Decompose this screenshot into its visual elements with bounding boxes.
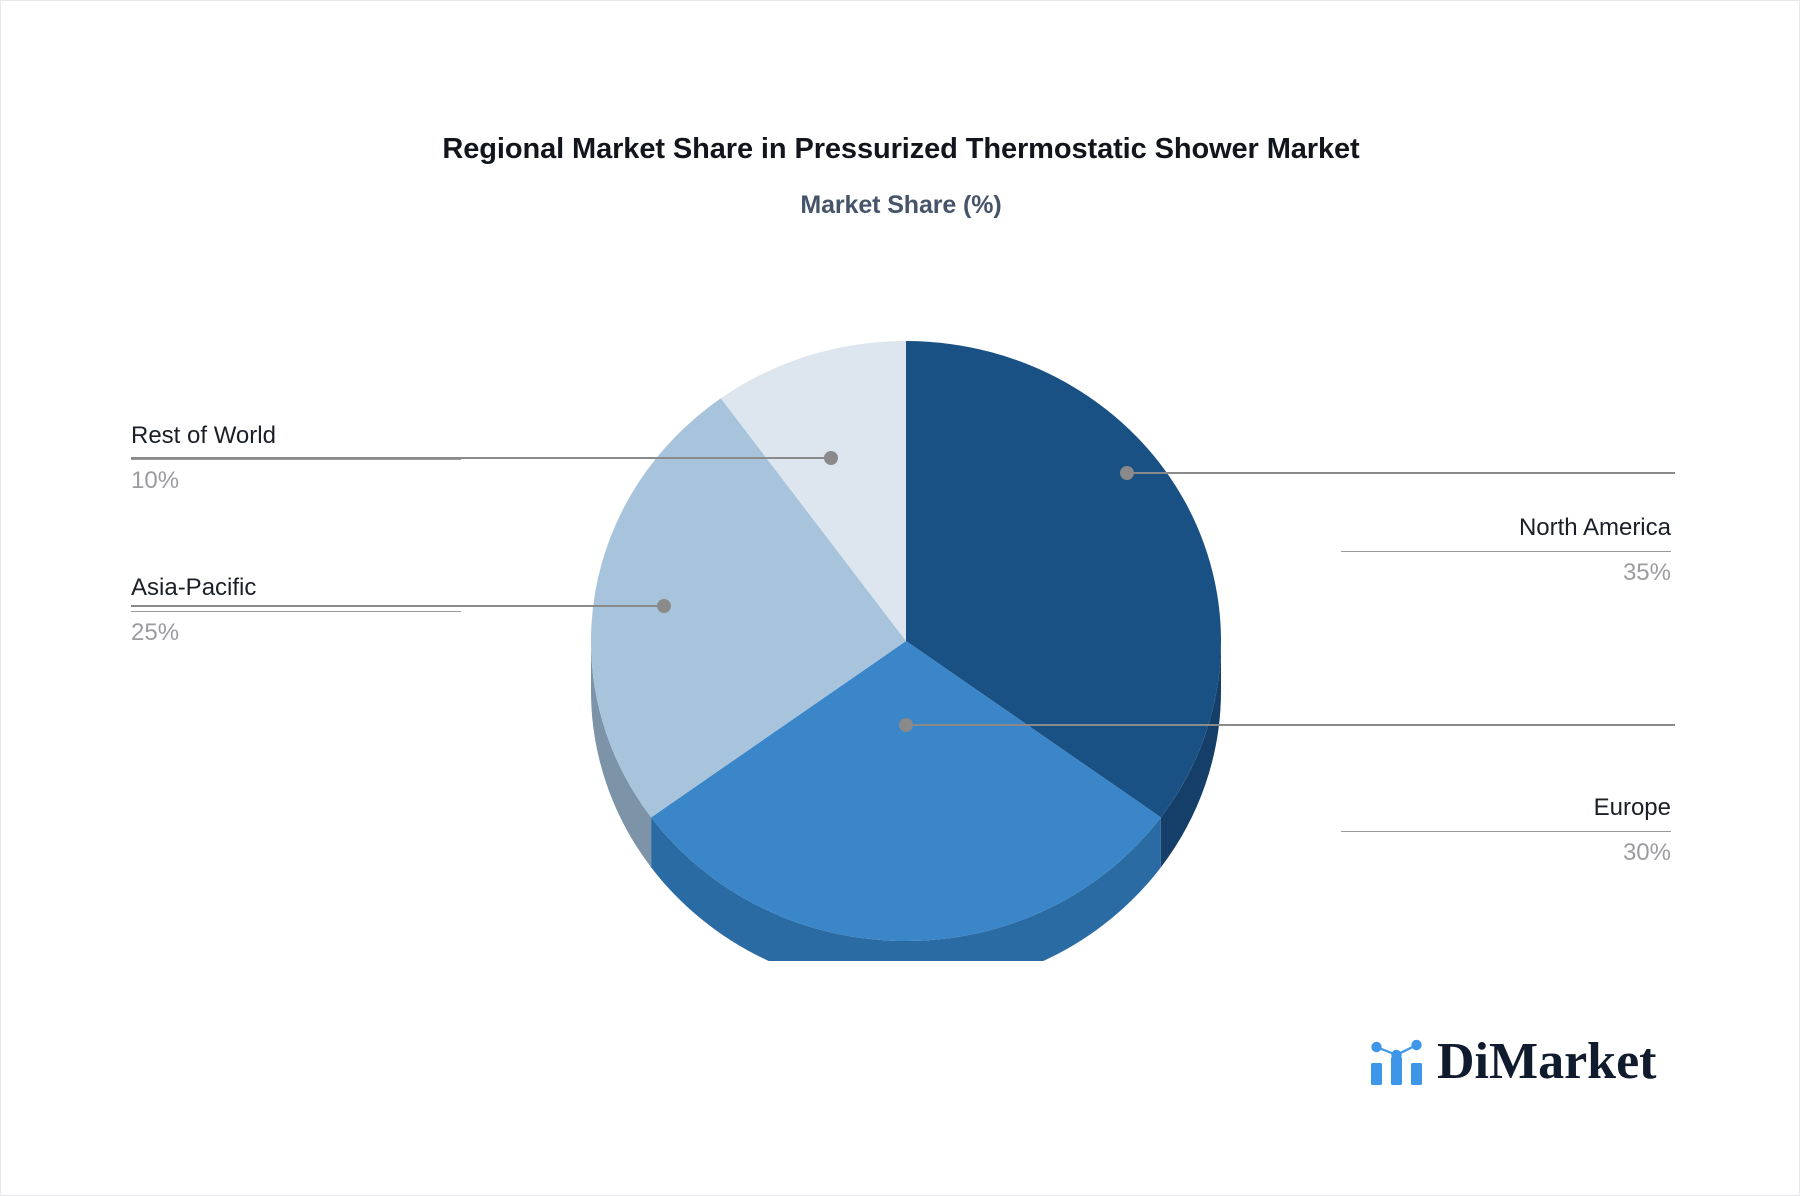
pie-side-europe	[651, 817, 1161, 961]
chart-subtitle: Market Share (%)	[800, 191, 1002, 219]
pie-3d-sides	[591, 641, 1221, 961]
callout-rest-of-world[interactable]: Rest of World 10%	[131, 421, 461, 496]
pie-slice-asia-pacific	[590, 398, 906, 818]
pie-side-north-america	[1160, 641, 1221, 868]
page-title: Regional Market Share in Pressurized The…	[442, 133, 1360, 165]
callout-north-america[interactable]: North America 35%	[1341, 513, 1671, 588]
leader-dot-north-america	[1120, 466, 1134, 480]
callout-label-asia-pacific: Asia-Pacific	[131, 574, 257, 601]
callout-value-asia-pacific: 25%	[131, 619, 180, 646]
pie-leader-dots	[657, 451, 1134, 732]
pie-slice-rest-of-world	[720, 341, 906, 641]
callout-rule-rest-of-world	[131, 459, 461, 460]
bar-chart-icon	[1371, 1039, 1422, 1085]
callout-asia-pacific[interactable]: Asia-Pacific 25%	[131, 573, 461, 648]
callout-europe[interactable]: Europe 30%	[1341, 793, 1671, 868]
leader-dot-asia-pacific	[657, 599, 671, 613]
callout-rule-europe	[1341, 831, 1671, 832]
callout-label-rest-of-world: Rest of World	[131, 422, 276, 449]
callout-value-north-america: 35%	[1622, 559, 1671, 586]
callout-label-europe: Europe	[1593, 794, 1671, 821]
pie-side-asia-pacific	[591, 641, 652, 868]
callout-rule-asia-pacific	[131, 611, 461, 612]
pie-leader-lines	[131, 457, 1675, 726]
brand-logo: DiMarket	[1369, 1036, 1656, 1088]
pie-slice-europe	[651, 641, 1161, 942]
callout-label-north-america: North America	[1518, 514, 1671, 541]
leader-dot-rest-of-world	[824, 451, 838, 465]
callout-value-rest-of-world: 10%	[131, 467, 180, 494]
brand-name: DiMarket	[1437, 1033, 1657, 1090]
callout-rule-north-america	[1341, 551, 1671, 552]
pie-top-faces	[590, 341, 1222, 942]
callout-value-europe: 30%	[1622, 839, 1671, 866]
pie-slice-north-america	[906, 341, 1222, 818]
leader-dot-europe	[899, 718, 913, 732]
